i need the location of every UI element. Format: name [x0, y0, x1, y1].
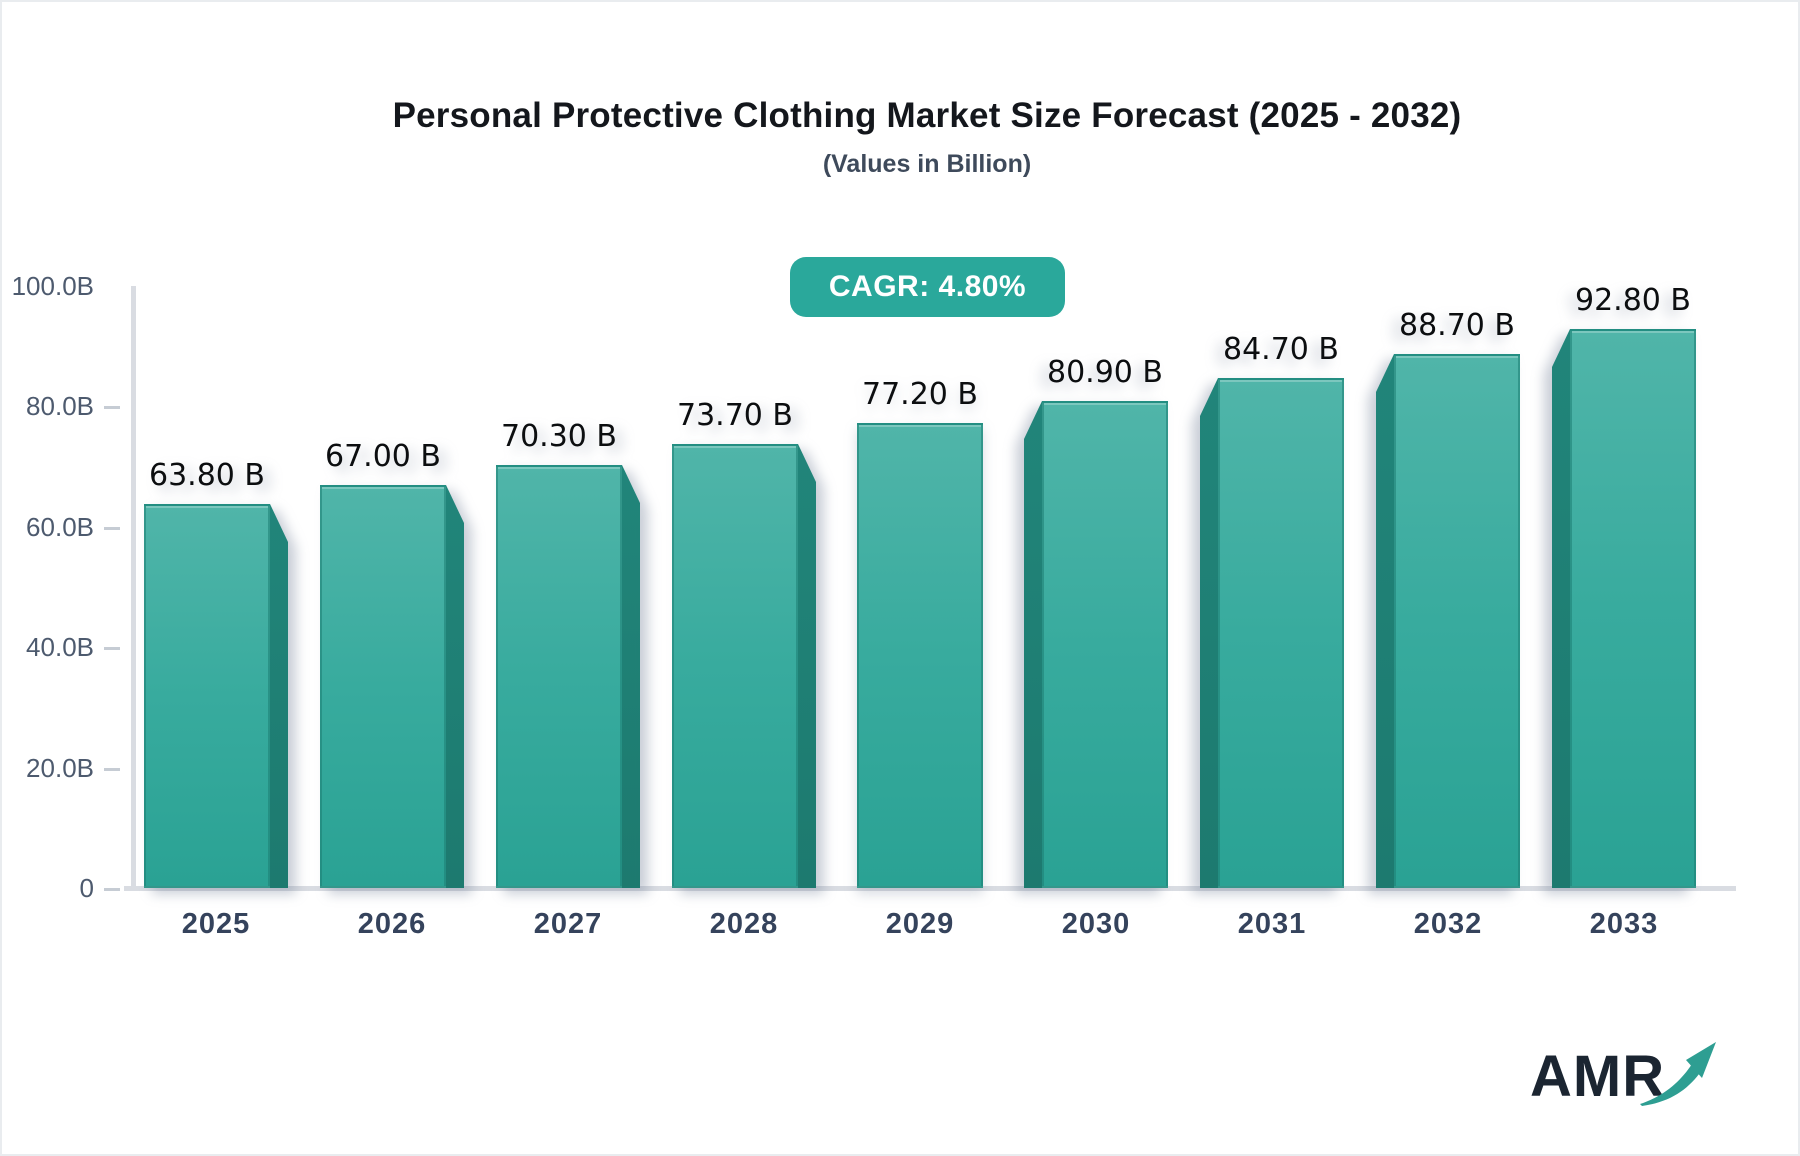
bar-value-label: 77.20 B	[861, 377, 978, 412]
bar-front-face	[1394, 354, 1520, 888]
bar-value-label: 73.70 B	[676, 398, 793, 433]
bar-3d-side	[446, 485, 464, 888]
y-axis-tick-mark	[104, 526, 120, 530]
x-axis-line	[124, 886, 1736, 891]
bar: 77.20 B	[848, 377, 992, 888]
y-axis-tick-mark	[104, 888, 120, 891]
bar-3d-side	[1200, 378, 1218, 888]
y-axis-tick-label: 0	[79, 873, 94, 903]
bar-front-face	[857, 423, 983, 888]
x-axis-tick-label: 2031	[1237, 908, 1307, 940]
cagr-badge: CAGR: 4.80%	[790, 257, 1065, 317]
x-axis-tick-label: 2033	[1589, 908, 1659, 940]
bar-value-label: 70.30 B	[500, 419, 617, 454]
x-axis-tick-label: 2032	[1413, 908, 1483, 940]
bar: 67.00 B	[320, 439, 464, 888]
bar: 70.30 B	[496, 419, 640, 888]
bar: 63.80 B	[144, 458, 288, 888]
bar-3d-side	[270, 504, 288, 888]
bar-front-face	[1042, 401, 1168, 888]
bar-3d-side	[1376, 354, 1394, 888]
bar-value-label: 92.80 B	[1574, 283, 1691, 318]
bar-front-face	[1218, 378, 1344, 888]
y-axis-tick-mark	[104, 647, 120, 651]
bar-3d-side	[622, 465, 640, 888]
bar: 88.70 B	[1376, 308, 1520, 888]
bar-value-label: 84.70 B	[1222, 332, 1339, 367]
amr-logo-text: AMR	[1530, 1044, 1665, 1109]
bar-front-face	[144, 504, 270, 888]
bar: 80.90 B	[1024, 355, 1168, 888]
x-axis-tick-label: 2027	[533, 908, 603, 940]
bar-3d-side	[798, 444, 816, 888]
y-axis-tick-label: 20.0B	[26, 752, 94, 783]
y-axis-tick-label: 80.0B	[26, 391, 94, 422]
y-axis-tick-label: 40.0B	[26, 632, 94, 663]
chart-subtitle: (Values in Billion)	[822, 150, 1032, 178]
y-axis-line	[131, 286, 136, 887]
bar-front-face	[320, 485, 446, 888]
y-axis-tick-mark	[104, 767, 120, 771]
x-axis-tick-label: 2030	[1061, 908, 1131, 940]
x-axis-tick-label: 2029	[885, 908, 955, 940]
y-axis-tick-mark	[104, 406, 120, 410]
x-axis-tick-label: 2028	[709, 908, 779, 940]
y-axis-tick-label: 100.0B	[11, 271, 94, 301]
bar-value-label: 63.80 B	[148, 458, 265, 493]
amr-logo: AMR	[1530, 1042, 1716, 1109]
bar-front-face	[1570, 329, 1696, 888]
bar: 73.70 B	[672, 398, 816, 888]
bar-3d-side	[1024, 401, 1042, 888]
bar: 92.80 B	[1552, 283, 1696, 888]
bar-front-face	[496, 465, 622, 888]
x-axis-tick-label: 2026	[357, 908, 427, 940]
bar-value-label: 67.00 B	[324, 439, 441, 474]
amr-logo-arrow-icon	[1640, 1042, 1716, 1106]
bar: 84.70 B	[1200, 332, 1344, 888]
chart-title: Personal Protective Clothing Market Size…	[392, 96, 1462, 135]
bar-value-label: 80.90 B	[1046, 355, 1163, 390]
bar-value-label: 88.70 B	[1398, 308, 1515, 343]
y-axis-tick-label: 60.0B	[26, 511, 94, 542]
bar-3d-side	[1552, 329, 1570, 888]
bar-front-face	[672, 444, 798, 888]
x-axis-tick-label: 2025	[181, 908, 251, 940]
